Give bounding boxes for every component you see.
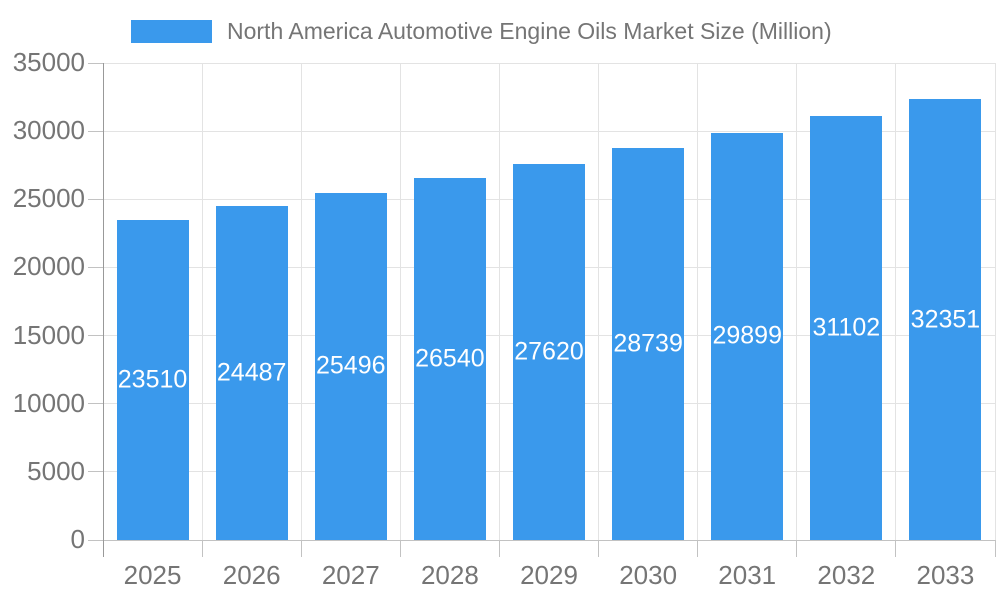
x-gridline — [498, 63, 500, 540]
bar-value-label: 27620 — [514, 337, 584, 366]
x-gridline — [994, 63, 996, 540]
bar-2029[interactable] — [513, 163, 585, 540]
x-axis-label: 2025 — [123, 560, 182, 590]
x-axis-label: 2031 — [718, 560, 777, 590]
x-axis-tick — [598, 540, 600, 557]
x-gridline — [598, 63, 600, 540]
x-axis-label: 2026 — [222, 560, 281, 590]
y-axis-label: 20000 — [12, 251, 85, 282]
x-axis-tick — [895, 540, 897, 557]
y-axis-tick — [88, 471, 103, 473]
y-gridline — [103, 62, 995, 64]
bar-2027[interactable] — [314, 192, 387, 540]
bar-2032[interactable] — [810, 116, 883, 540]
x-gridline — [399, 63, 401, 540]
y-axis-label: 35000 — [12, 46, 85, 77]
y-axis-line — [102, 63, 104, 557]
y-axis-label: 0 — [70, 523, 85, 554]
x-axis-line — [88, 539, 995, 541]
bar-value-label: 29899 — [712, 321, 782, 350]
x-axis-label: 2033 — [916, 560, 975, 590]
y-axis-label: 5000 — [27, 455, 85, 486]
x-axis-tick — [796, 540, 798, 557]
x-gridline — [201, 63, 203, 540]
bar-value-label: 23510 — [117, 365, 188, 394]
bar-2025[interactable] — [116, 219, 189, 540]
x-axis-label: 2029 — [520, 560, 578, 590]
x-axis-tick — [300, 540, 302, 557]
y-axis-label: 30000 — [12, 115, 85, 146]
x-axis-tick — [399, 540, 401, 557]
x-gridline — [895, 63, 897, 540]
y-axis-tick — [88, 198, 103, 200]
bar-2030[interactable] — [612, 148, 685, 540]
y-axis-label: 15000 — [12, 319, 85, 350]
y-axis-tick — [88, 403, 103, 405]
x-gridline — [300, 63, 302, 540]
y-gridline — [103, 130, 995, 132]
x-axis-tick — [994, 540, 996, 557]
legend-label: North America Automotive Engine Oils Mar… — [227, 17, 832, 44]
x-axis-tick — [201, 540, 203, 557]
bar-value-label: 25496 — [316, 351, 386, 380]
y-axis-tick — [88, 335, 103, 337]
legend-color-swatch — [131, 19, 212, 43]
y-axis-tick — [88, 130, 103, 132]
bar-value-label: 24487 — [216, 358, 287, 387]
x-axis-label: 2027 — [321, 560, 380, 590]
x-axis-label: 2028 — [420, 560, 479, 590]
chart-legend[interactable]: North America Automotive Engine Oils Mar… — [131, 18, 832, 44]
bar-value-label: 32351 — [910, 305, 981, 334]
bar-2031[interactable] — [711, 132, 784, 540]
y-axis-tick — [88, 62, 103, 64]
x-axis-tick — [498, 540, 500, 557]
bar-value-label: 28739 — [613, 329, 683, 358]
y-axis-label: 10000 — [12, 387, 85, 418]
x-gridline — [697, 63, 699, 540]
bar-2026[interactable] — [215, 206, 288, 540]
x-axis-label: 2030 — [619, 560, 678, 590]
y-axis-label: 25000 — [12, 183, 85, 214]
bar-value-label: 26540 — [415, 344, 485, 373]
y-axis-tick — [88, 266, 103, 268]
x-gridline — [796, 63, 798, 540]
bar-2033[interactable] — [909, 99, 982, 540]
x-axis-tick — [697, 540, 699, 557]
bar-2028[interactable] — [413, 178, 486, 540]
x-axis-label: 2032 — [817, 560, 876, 590]
bar-value-label: 31102 — [812, 313, 881, 342]
